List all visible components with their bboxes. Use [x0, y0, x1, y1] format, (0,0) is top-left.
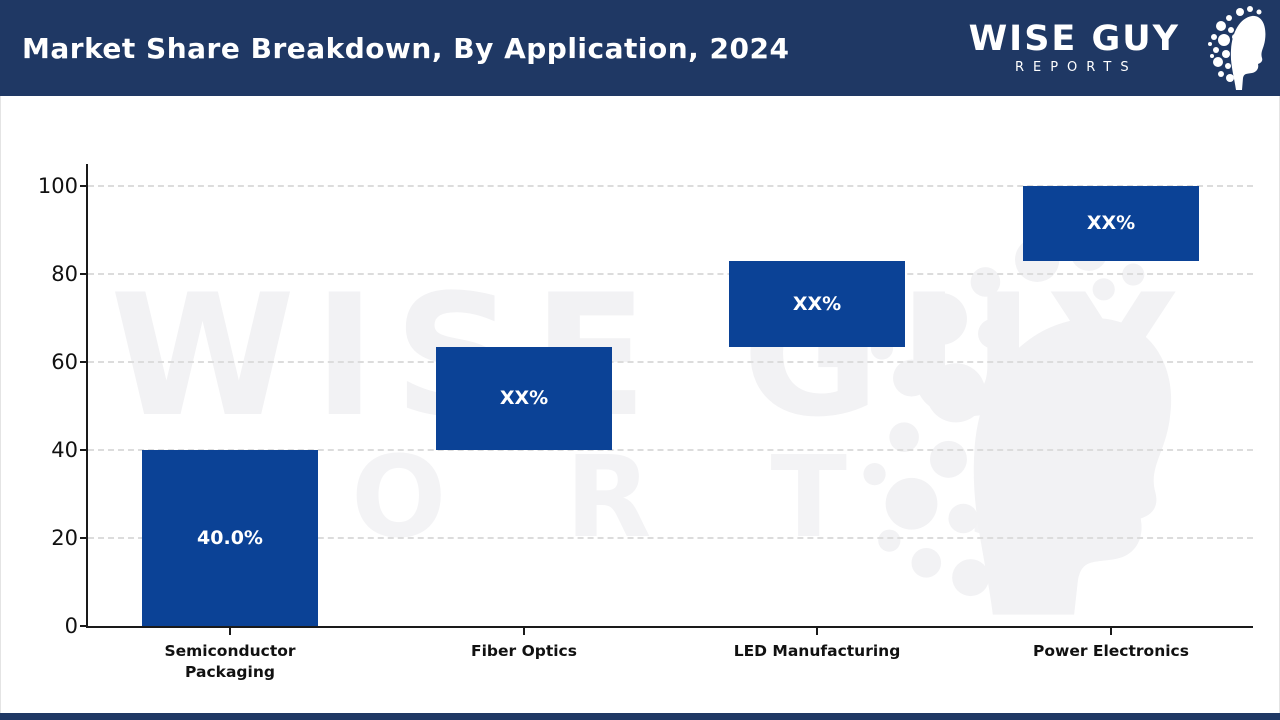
logo-subtitle: REPORTS — [1014, 59, 1138, 75]
category-label-2: LED Manufacturing — [733, 642, 901, 660]
y-tick-60 — [80, 361, 87, 363]
gridline-20 — [88, 537, 1253, 539]
category-label-3: Power Electronics — [1033, 642, 1189, 660]
x-tick-1 — [523, 628, 525, 635]
bar-0 — [142, 450, 318, 626]
y-tick-20 — [80, 537, 87, 539]
y-tick-label-20: 20 — [51, 526, 78, 550]
y-axis-line — [86, 164, 88, 628]
y-tick-label-80: 80 — [51, 262, 78, 286]
bar-2 — [729, 260, 905, 347]
logo-wordmark: WISE GUY — [968, 18, 1180, 59]
y-tick-label-0: 0 — [64, 614, 78, 638]
gridline-60 — [88, 361, 1253, 363]
bar-value-label-2: XX% — [792, 292, 842, 315]
bar-1 — [436, 346, 612, 450]
gridline-40 — [88, 449, 1253, 451]
bar-value-label-1: XX% — [499, 387, 549, 410]
category-label-0: Semiconductor Packaging — [164, 642, 296, 681]
logo-text: WISE GUY REPORTS — [968, 18, 1180, 75]
y-tick-label-40: 40 — [51, 438, 78, 462]
bar-3 — [1023, 186, 1199, 261]
gridline-100 — [88, 185, 1253, 187]
y-tick-0 — [80, 625, 87, 627]
y-tick-label-100: 100 — [37, 174, 78, 198]
header-bar: Market Share Breakdown, By Application, … — [0, 0, 1280, 96]
logo-head-icon — [1208, 6, 1266, 90]
footer-bar — [0, 713, 1280, 720]
y-tick-100 — [80, 185, 87, 187]
x-tick-3 — [1110, 628, 1112, 635]
bar-value-label-0: 40.0% — [197, 527, 263, 549]
x-tick-0 — [229, 628, 231, 635]
y-tick-40 — [80, 449, 87, 451]
wise-guy-reports-logo: WISE GUY REPORTS — [969, 4, 1280, 92]
x-tick-2 — [816, 628, 818, 635]
watermark-head-icon — [863, 233, 1172, 615]
gridline-80 — [88, 273, 1253, 275]
y-tick-80 — [80, 273, 87, 275]
page-title: Market Share Breakdown, By Application, … — [22, 31, 790, 65]
y-tick-label-60: 60 — [51, 350, 78, 374]
x-axis-line — [86, 626, 1253, 628]
bar-value-label-3: XX% — [1086, 212, 1136, 235]
category-label-1: Fiber Optics — [471, 642, 577, 660]
